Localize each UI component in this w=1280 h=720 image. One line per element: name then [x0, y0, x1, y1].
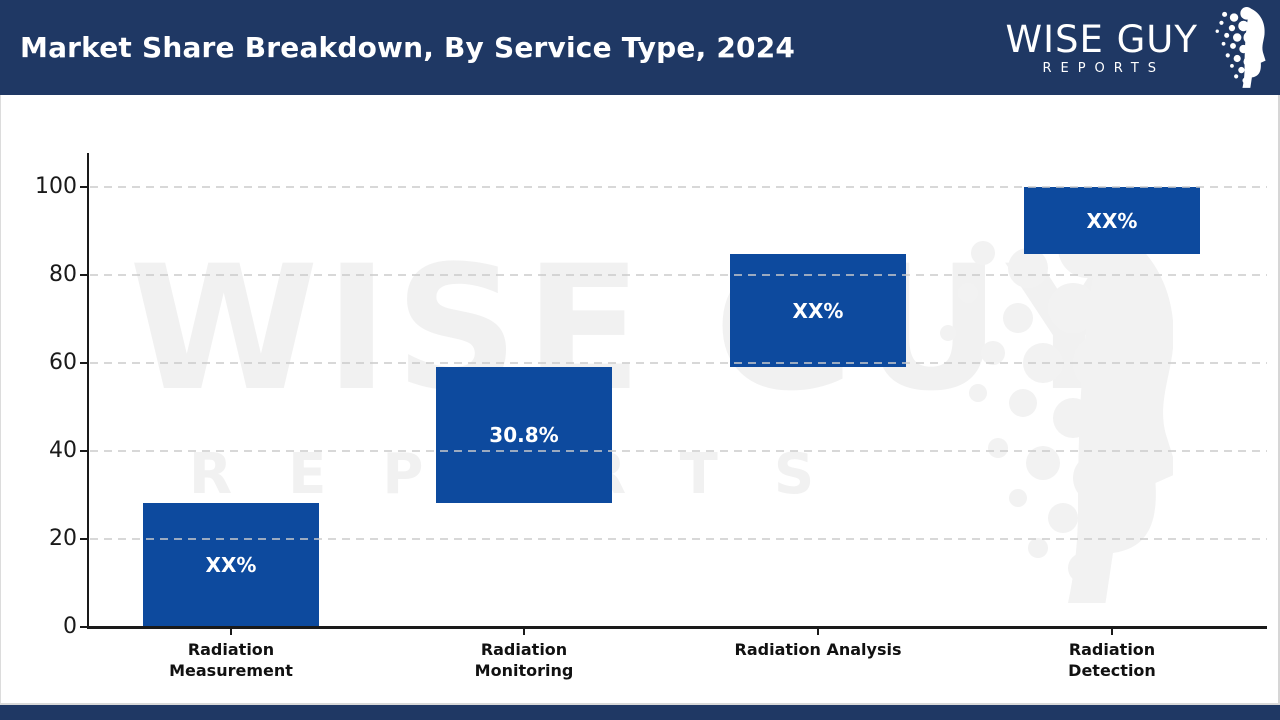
y-tick-mark	[80, 626, 88, 628]
logo-subtitle: REPORTS	[1042, 61, 1166, 76]
y-tick-mark	[80, 362, 88, 364]
y-axis-spine	[87, 153, 89, 629]
watermark-wordmark: WISE GUY	[129, 228, 1138, 429]
gridline-80	[90, 274, 1267, 276]
y-tick-label: 40	[49, 438, 77, 463]
dotted-face-logo-icon	[1200, 6, 1266, 90]
y-tick-mark	[80, 274, 88, 276]
y-tick-label: 60	[49, 350, 77, 375]
y-tick-mark	[80, 538, 88, 540]
y-tick-mark	[80, 186, 88, 188]
x-tick-mark	[817, 629, 819, 635]
bar-segment	[1024, 187, 1200, 255]
chart-area: WISE GUY REPORTS 020406080100XX%Radiatio…	[0, 95, 1280, 703]
gridline-40	[90, 450, 1267, 452]
x-tick-mark	[523, 629, 525, 635]
bar-value-label: 30.8%	[489, 423, 559, 448]
gridline-60	[90, 362, 1267, 364]
y-tick-mark	[80, 450, 88, 452]
page-title: Market Share Breakdown, By Service Type,…	[20, 31, 796, 64]
y-tick-label: 20	[49, 526, 77, 551]
x-axis-spine	[87, 626, 1267, 629]
bar-segment	[436, 367, 612, 503]
bar-segment	[143, 502, 319, 627]
y-tick-label: 100	[35, 174, 77, 199]
bar-segment	[730, 254, 906, 368]
x-category-label: Radiation Analysis	[734, 640, 902, 659]
y-tick-label: 0	[63, 614, 77, 639]
wise-guy-reports-logo: WISE GUY REPORTS	[1006, 6, 1266, 90]
x-tick-mark	[230, 629, 232, 635]
gridline-100	[90, 186, 1267, 188]
bar-value-label: XX%	[205, 552, 257, 577]
x-category-label: Radiation Monitoring	[474, 640, 574, 680]
bar-value-label: XX%	[1086, 208, 1138, 233]
logo-text: WISE GUY REPORTS	[1006, 21, 1198, 75]
y-tick-label: 80	[49, 262, 77, 287]
x-tick-mark	[1111, 629, 1113, 635]
header-banner: Market Share Breakdown, By Service Type,…	[0, 0, 1280, 95]
x-category-label: Radiation Detection	[1068, 640, 1156, 680]
x-category-label: Radiation Measurement	[169, 640, 293, 680]
logo-wordmark: WISE GUY	[1005, 18, 1198, 61]
gridline-20	[90, 538, 1267, 540]
footer-divider	[0, 703, 1280, 705]
bar-value-label: XX%	[792, 298, 844, 323]
footer-bar	[0, 705, 1280, 720]
